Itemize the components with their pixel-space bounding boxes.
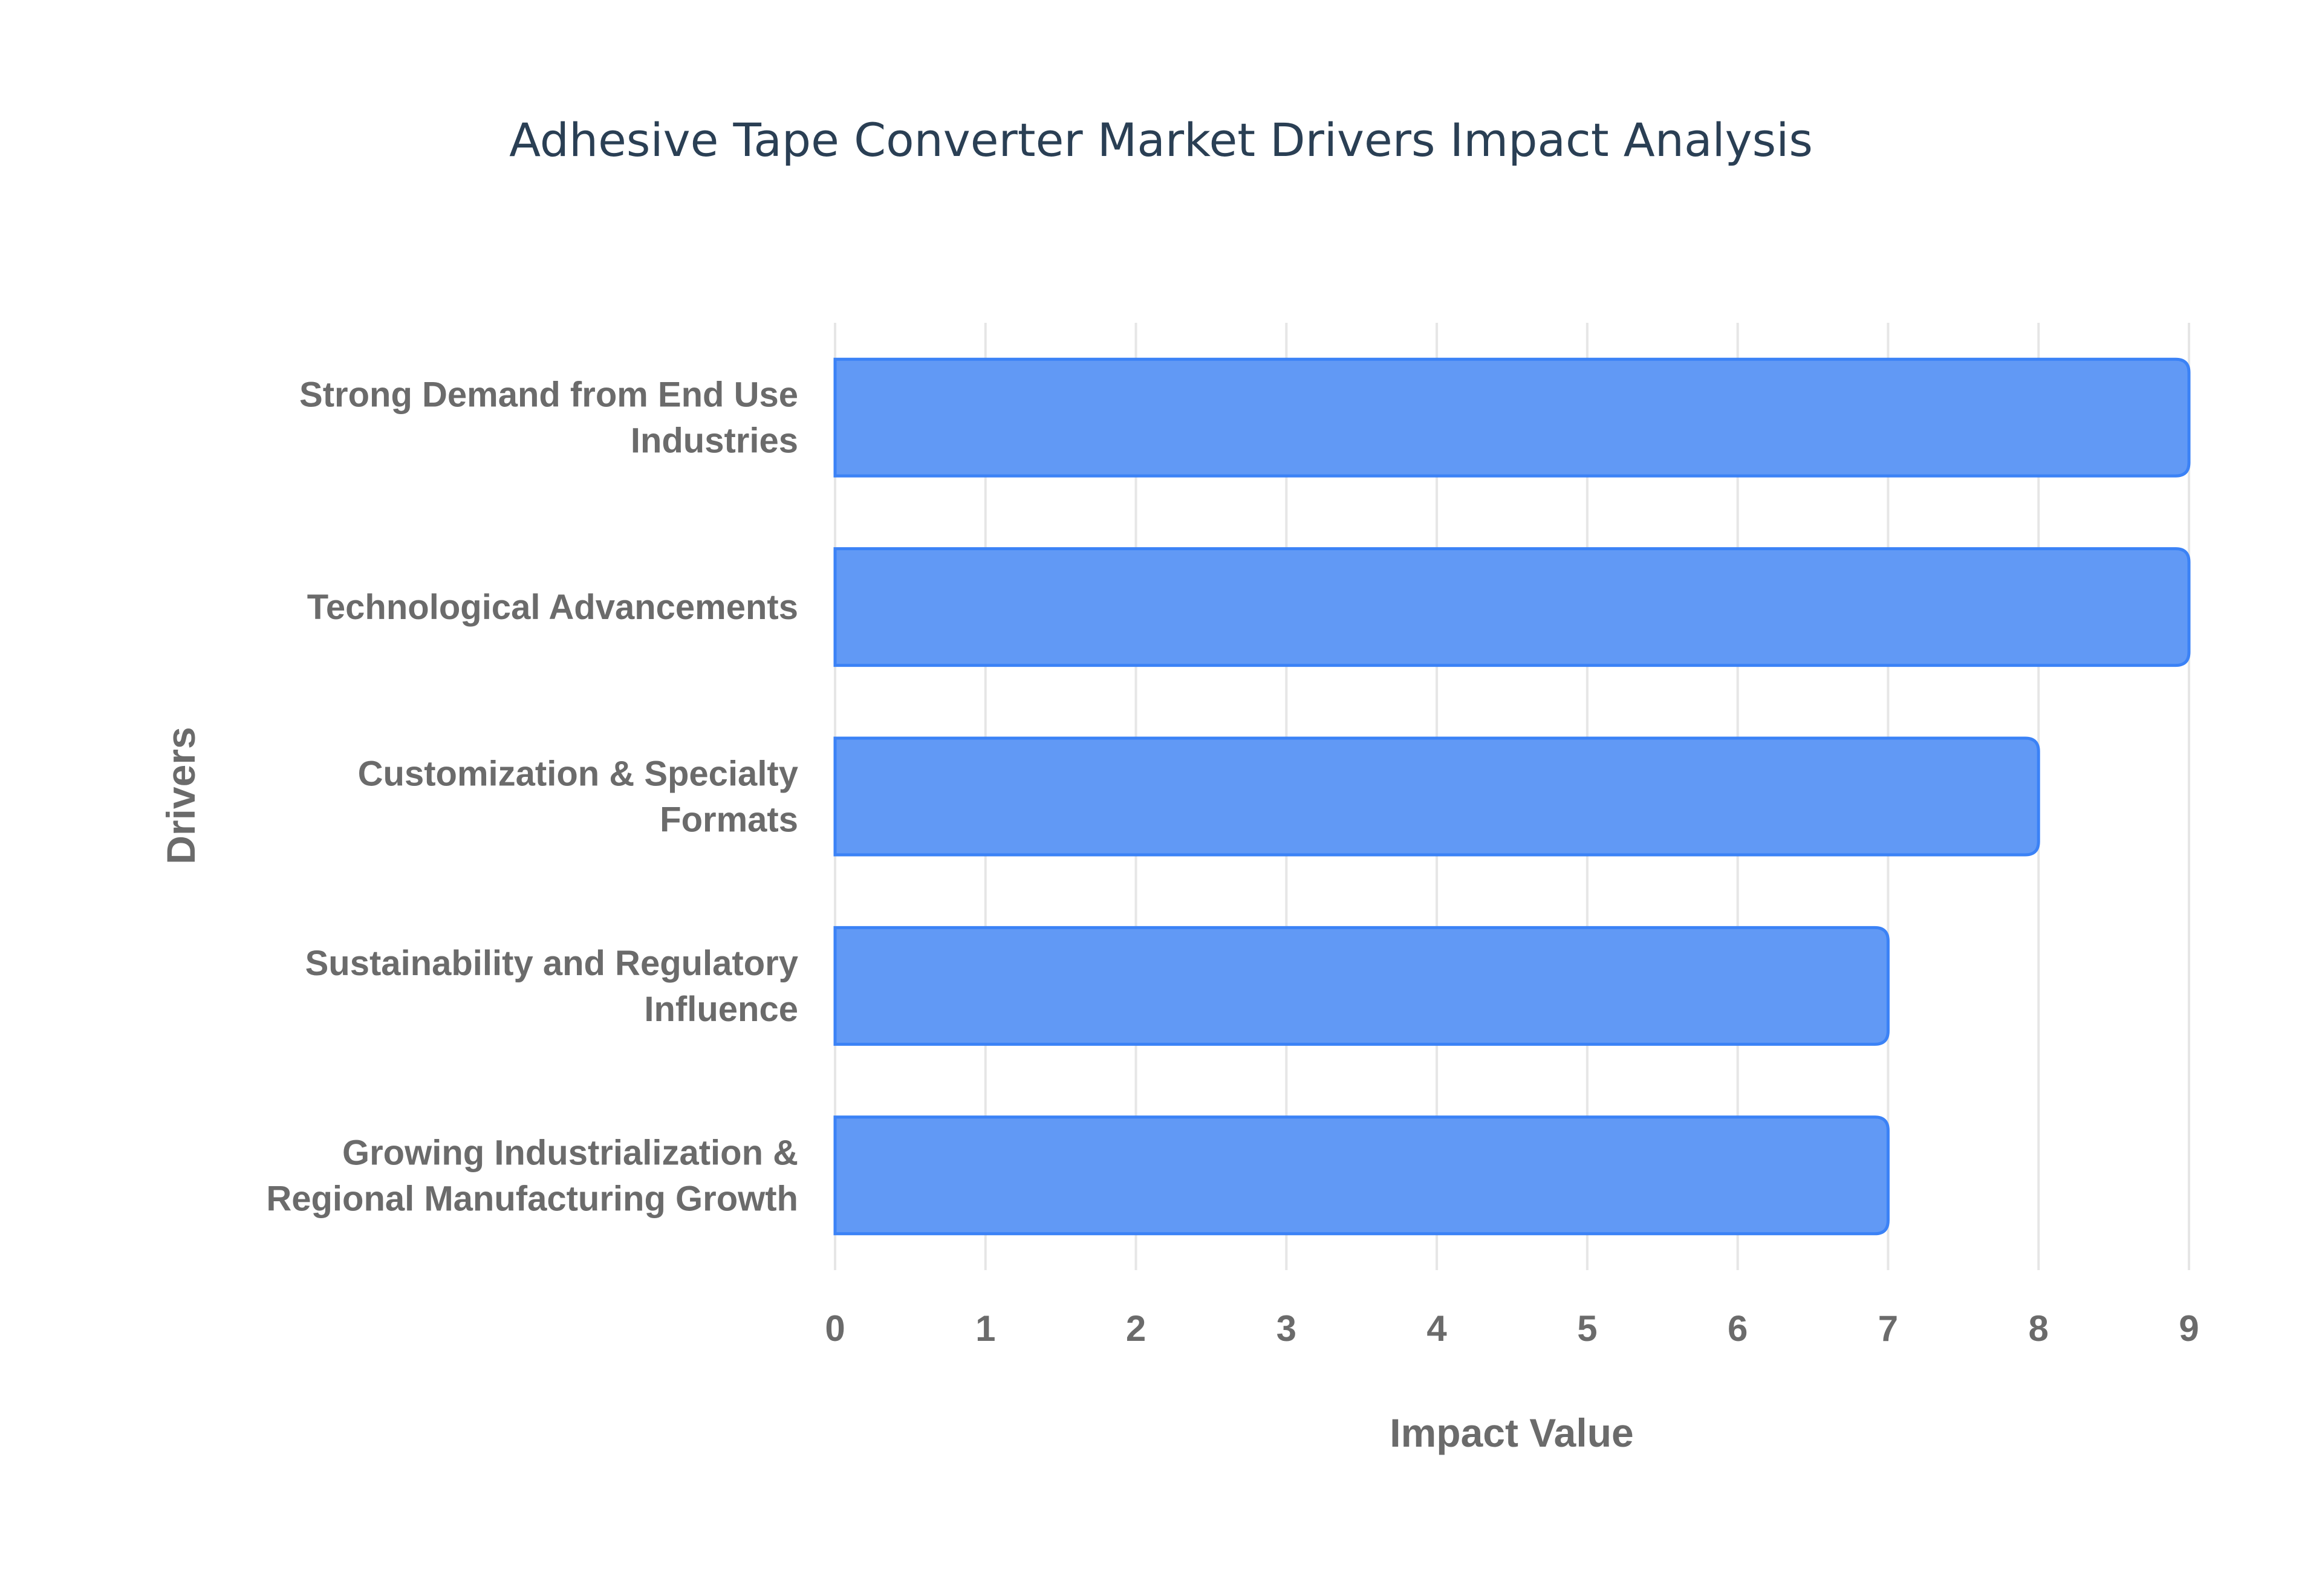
category-label-line: Technological Advancements bbox=[307, 588, 798, 627]
x-tick-label: 8 bbox=[2029, 1308, 2049, 1349]
category-label: Growing Industrialization & Regional Manu… bbox=[266, 1133, 798, 1218]
category-label-line: Regional Manufacturing Growth bbox=[266, 1179, 798, 1218]
chart-title: Adhesive Tape Converter Market Drivers I… bbox=[509, 113, 1813, 167]
category-label-line: Sustainability and Regulatory bbox=[305, 944, 798, 983]
x-tick-label: 0 bbox=[825, 1308, 845, 1349]
bar[interactable] bbox=[833, 357, 2191, 478]
category-label: Customization & Specialty Formats bbox=[358, 754, 798, 840]
category-label-line: Growing Industrialization & bbox=[342, 1133, 798, 1172]
category-label: Technological Advancements bbox=[307, 588, 798, 627]
x-tick-label: 7 bbox=[1878, 1308, 1898, 1349]
x-tick-label: 5 bbox=[1577, 1308, 1597, 1349]
x-axis-title: Impact Value bbox=[1390, 1410, 1634, 1455]
bars bbox=[833, 357, 2191, 1236]
category-label-line: Industries bbox=[631, 421, 798, 461]
x-tick-label: 1 bbox=[975, 1308, 995, 1349]
category-label: Sustainability and Regulatory Influence bbox=[305, 944, 798, 1029]
category-label-line: Influence bbox=[644, 990, 798, 1029]
bar[interactable] bbox=[833, 547, 2191, 667]
category-label-line: Customization & Specialty bbox=[358, 754, 798, 794]
bar[interactable] bbox=[833, 926, 1890, 1046]
bar[interactable] bbox=[833, 1115, 1890, 1236]
x-tick-label: 4 bbox=[1426, 1308, 1447, 1349]
y-axis-title: Drivers bbox=[158, 727, 203, 864]
category-labels: Strong Demand from End Use Industries Tech… bbox=[266, 375, 798, 1219]
bar[interactable] bbox=[833, 736, 2040, 857]
x-tick-label: 6 bbox=[1728, 1308, 1748, 1349]
category-label-line: Strong Demand from End Use bbox=[299, 375, 798, 415]
x-tick-labels: 0 1 2 3 4 5 6 7 8 9 bbox=[825, 1308, 2199, 1349]
x-tick-label: 3 bbox=[1276, 1308, 1296, 1349]
category-label-line: Formats bbox=[660, 800, 798, 840]
category-label: Strong Demand from End Use Industries bbox=[299, 375, 798, 461]
x-tick-label: 2 bbox=[1126, 1308, 1146, 1349]
x-tick-label: 9 bbox=[2179, 1308, 2199, 1349]
